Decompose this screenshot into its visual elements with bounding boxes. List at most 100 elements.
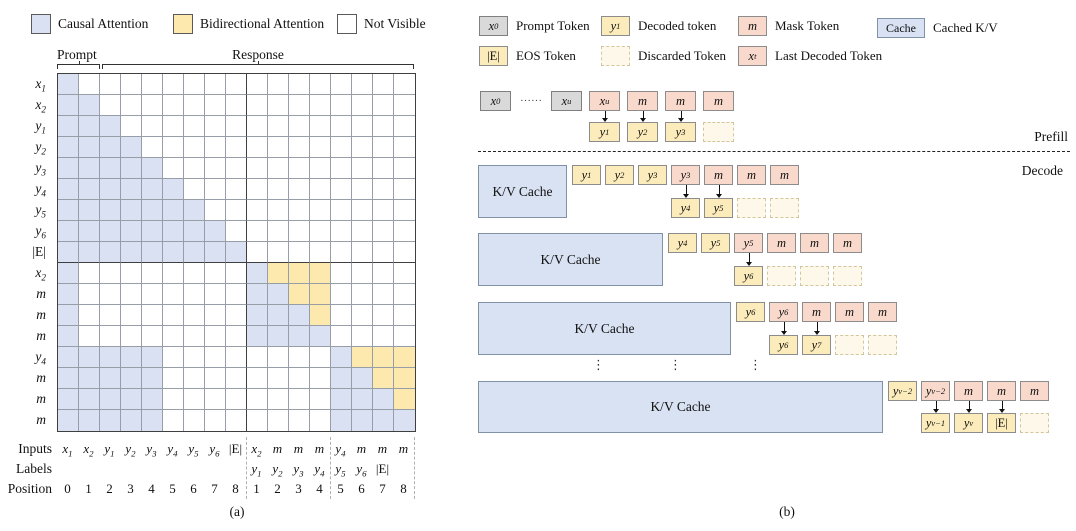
matrix-cell xyxy=(121,410,142,431)
matrix-cell xyxy=(163,158,184,179)
matrix-cell xyxy=(100,221,121,242)
discarded-token-chip xyxy=(868,335,897,355)
matrix-cell xyxy=(121,74,142,95)
matrix-cell xyxy=(352,74,373,95)
matrix-cell xyxy=(79,95,100,116)
matrix-cell xyxy=(289,305,310,326)
inputs-cell: m xyxy=(377,441,388,456)
labels-cell: |E| xyxy=(375,461,390,476)
matrix-cell xyxy=(394,200,415,221)
matrix-cell xyxy=(121,116,142,137)
matrix-cell xyxy=(247,221,268,242)
matrix-cell xyxy=(163,368,184,389)
response-brace xyxy=(102,61,414,69)
matrix-cell xyxy=(394,95,415,116)
matrix-row xyxy=(58,410,415,431)
matrix-cell xyxy=(226,74,247,95)
matrix-cell xyxy=(331,200,352,221)
matrix-cell xyxy=(79,200,100,221)
matrix-cell xyxy=(79,326,100,347)
matrix-cell xyxy=(289,242,310,263)
position-cell: 8 xyxy=(400,481,407,496)
matrix-cell xyxy=(79,137,100,158)
position-cell: 2 xyxy=(274,481,281,496)
prompt-brace xyxy=(57,61,100,69)
discarded-token-chip xyxy=(737,198,766,218)
down-arrow-icon xyxy=(931,401,940,413)
matrix-cell xyxy=(226,368,247,389)
matrix-cell xyxy=(205,305,226,326)
matrix-cell xyxy=(310,326,331,347)
matrix-cell xyxy=(373,116,394,137)
matrix-row-label: m xyxy=(36,370,46,385)
caption-b: (b) xyxy=(779,504,795,519)
matrix-cell xyxy=(226,221,247,242)
inputs-cell: x1 xyxy=(62,441,73,459)
matrix-cell xyxy=(184,179,205,200)
matrix-row xyxy=(58,221,415,242)
down-arrow-icon xyxy=(812,322,821,335)
matrix-cell xyxy=(79,158,100,179)
down-arrow-icon xyxy=(997,401,1006,413)
matrix-cell xyxy=(331,347,352,368)
matrix-cell xyxy=(373,347,394,368)
inputs-cell: y2 xyxy=(125,441,136,459)
matrix-cell xyxy=(205,200,226,221)
inputs-row: x1 x2 y1 y2 y3 y4 y5 y6 |E| x2 m m m y4 m m m xyxy=(57,439,414,459)
matrix-row-label: m xyxy=(36,307,46,322)
position-cell: 2 xyxy=(106,481,113,496)
discarded-token-chip-icon xyxy=(601,46,630,66)
down-arrow-icon xyxy=(779,322,788,335)
matrix-row xyxy=(58,137,415,158)
matrix-cell xyxy=(184,284,205,305)
cached-k-v-chip-icon: Cache xyxy=(877,18,925,38)
matrix-cell xyxy=(247,347,268,368)
matrix-cell xyxy=(142,326,163,347)
label-divider xyxy=(246,437,247,499)
matrix-cell xyxy=(352,221,373,242)
matrix-cell xyxy=(205,242,226,263)
matrix-cell xyxy=(331,368,352,389)
matrix-cell xyxy=(247,95,268,116)
matrix-cell xyxy=(184,347,205,368)
labels-cell xyxy=(393,459,414,479)
down-arrow-icon xyxy=(744,253,753,266)
matrix-cell xyxy=(58,389,79,410)
token-chip: m xyxy=(802,302,831,322)
matrix-cell xyxy=(310,263,331,284)
matrix-cell xyxy=(247,179,268,200)
matrix-cell xyxy=(142,389,163,410)
matrix-cell xyxy=(394,221,415,242)
inputs-cell: y6 xyxy=(209,441,220,459)
matrix-cell xyxy=(310,158,331,179)
legend-label: Bidirectional Attention xyxy=(200,16,325,31)
matrix-cell xyxy=(268,368,289,389)
matrix-row-label: x1 xyxy=(35,76,46,94)
matrix-cell xyxy=(373,200,394,221)
matrix-cell xyxy=(352,137,373,158)
matrix-cell xyxy=(100,347,121,368)
response-label: Response xyxy=(232,47,284,62)
matrix-cell xyxy=(331,242,352,263)
causal-attention-swatch-icon xyxy=(31,14,51,34)
inputs-cell: m xyxy=(398,441,409,456)
labels-cell xyxy=(204,459,225,479)
legend-item: Bidirectional Attention xyxy=(173,14,324,34)
matrix-row-label: y4 xyxy=(35,181,46,199)
matrix-cell xyxy=(352,242,373,263)
matrix-cell xyxy=(121,389,142,410)
vertical-ellipsis-icon: ⋮ xyxy=(669,358,682,373)
kv-cache-box: K/V Cache xyxy=(478,233,663,286)
labels-cell: y6 xyxy=(356,461,367,479)
position-cell: 1 xyxy=(253,481,260,496)
matrix-cell xyxy=(142,74,163,95)
matrix-cell xyxy=(163,326,184,347)
matrix-cell xyxy=(163,200,184,221)
